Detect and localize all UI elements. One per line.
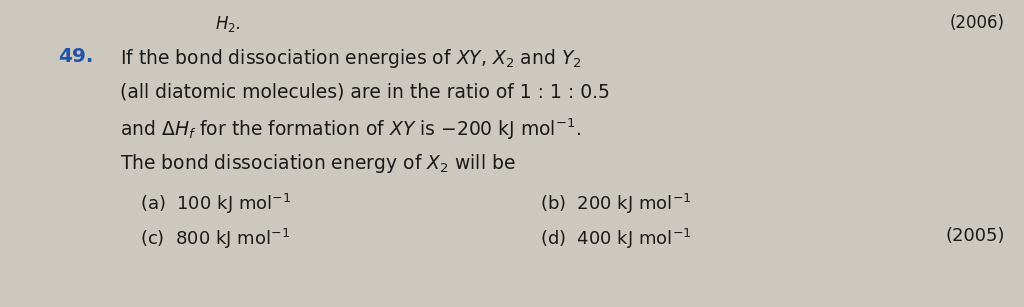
- Text: (2005): (2005): [945, 227, 1005, 245]
- Text: The bond dissociation energy of $X_2$ will be: The bond dissociation energy of $X_2$ wi…: [120, 152, 516, 175]
- Text: If the bond dissociation energies of $XY$, $X_2$ and $Y_2$: If the bond dissociation energies of $XY…: [120, 47, 582, 70]
- Text: (b)  200 kJ mol$^{-1}$: (b) 200 kJ mol$^{-1}$: [540, 192, 691, 216]
- Text: 49.: 49.: [58, 47, 93, 66]
- Text: (a)  100 kJ mol$^{-1}$: (a) 100 kJ mol$^{-1}$: [140, 192, 291, 216]
- Text: (d)  400 kJ mol$^{-1}$: (d) 400 kJ mol$^{-1}$: [540, 227, 691, 251]
- Text: (c)  800 kJ mol$^{-1}$: (c) 800 kJ mol$^{-1}$: [140, 227, 290, 251]
- Text: (2006): (2006): [950, 14, 1005, 32]
- Text: and $\Delta H_f$ for the formation of $XY$ is −200 kJ mol$^{-1}$.: and $\Delta H_f$ for the formation of $X…: [120, 117, 582, 142]
- Text: H$_2$.: H$_2$.: [215, 14, 241, 34]
- Text: (all diatomic molecules) are in the ratio of 1 : 1 : 0.5: (all diatomic molecules) are in the rati…: [120, 82, 610, 101]
